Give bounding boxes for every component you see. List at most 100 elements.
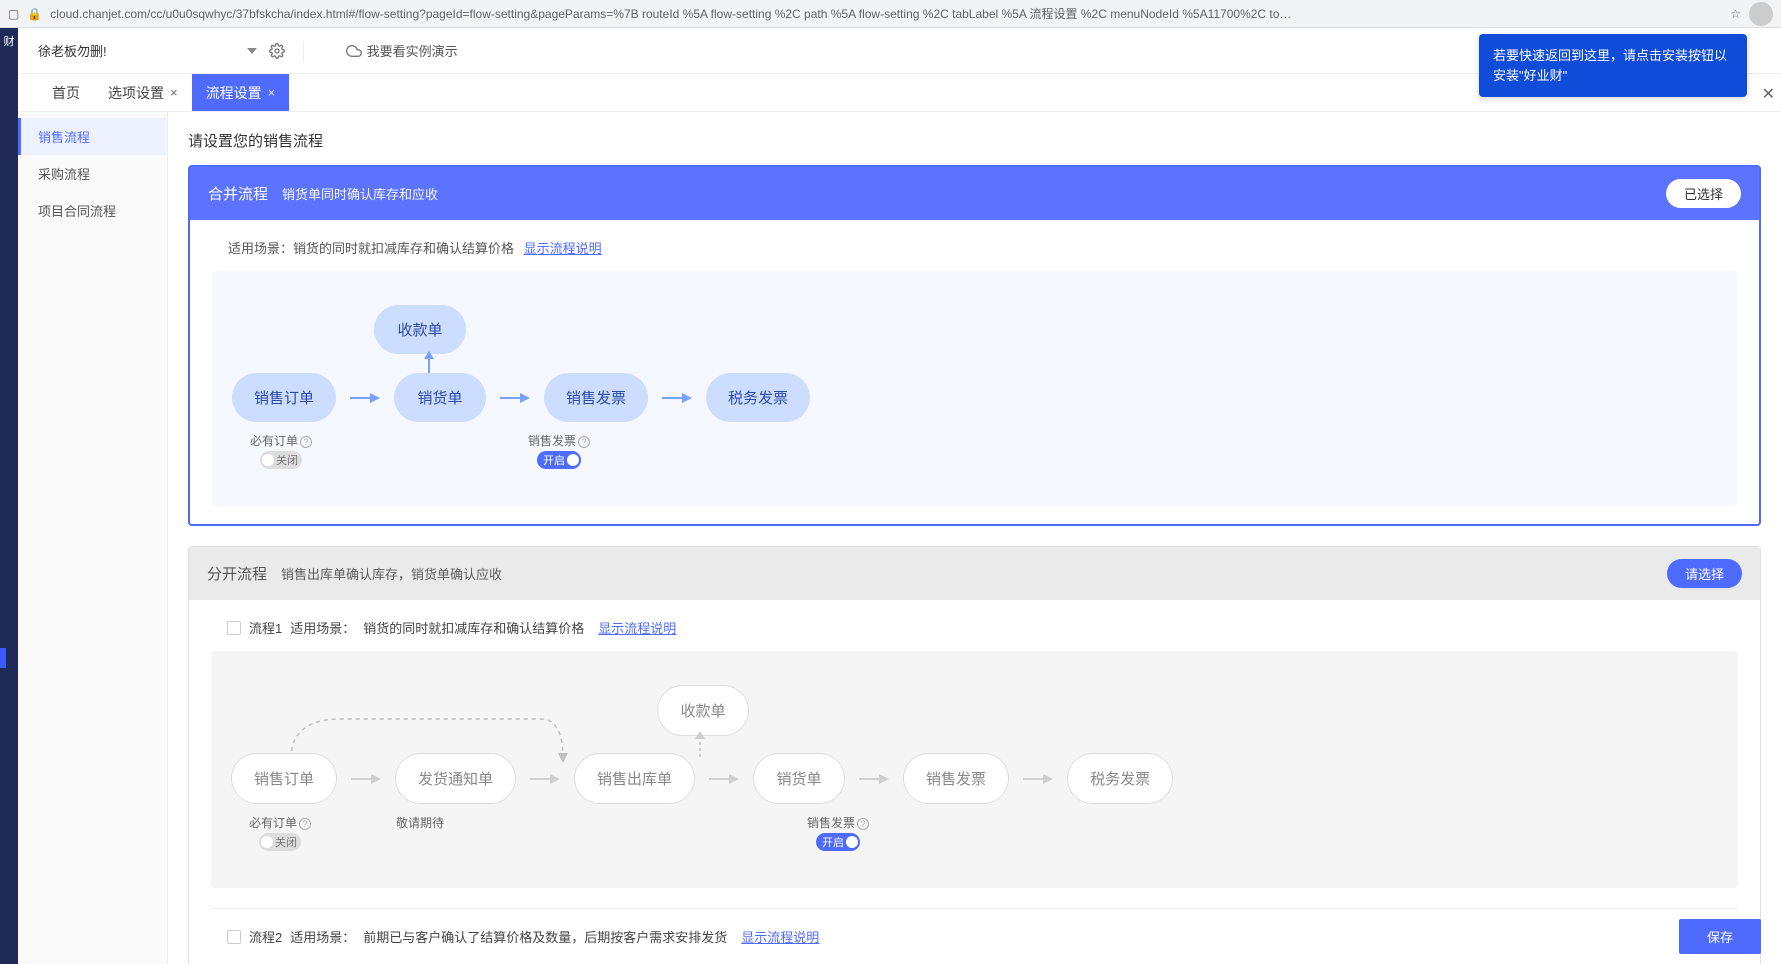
opt-label: 必有订单 xyxy=(250,434,298,448)
tooltip-text: 若要快速返回到这里，请点击安装按钮以安装"好业财" xyxy=(1493,48,1727,83)
flow-node-delivery: 销货单 xyxy=(394,373,486,422)
tab-home[interactable]: 首页 xyxy=(38,74,94,111)
arrow-right-icon xyxy=(350,391,380,405)
sidebar-item-sales-flow[interactable]: 销售流程 xyxy=(18,118,167,155)
org-name: 徐老板勿删! xyxy=(38,41,107,60)
opt-label: 必有订单 xyxy=(249,816,297,830)
tab-flow-settings[interactable]: 流程设置 × xyxy=(192,74,290,111)
sidebar-item-purchase-flow[interactable]: 采购流程 xyxy=(18,155,167,192)
show-detail-link[interactable]: 显示流程说明 xyxy=(741,927,819,946)
flow-title: 分开流程 xyxy=(207,563,267,584)
top-header: 徐老板勿删! 我要看实例演示 若要快速返回到这里，请点击安装按钮以安装"好业财"… xyxy=(18,28,1781,74)
app-left-rail: 财 xyxy=(0,28,18,964)
flow-node-opts: 必有订单? 关闭 销售发票? 开启 xyxy=(232,432,1717,472)
flow2-checkbox[interactable] xyxy=(227,930,241,944)
cloud-icon xyxy=(346,43,362,59)
help-icon[interactable]: ? xyxy=(857,818,869,830)
rail-brand: 财 xyxy=(0,33,18,49)
selected-badge[interactable]: 已选择 xyxy=(1666,179,1741,208)
node-opt-must-order: 必有订单? 关闭 xyxy=(250,432,312,469)
flow-node-receipt: 收款单 xyxy=(374,305,466,354)
profile-avatar[interactable] xyxy=(1749,2,1773,26)
flow-title: 合并流程 xyxy=(208,183,268,204)
sidebar-item-label: 销售流程 xyxy=(38,130,90,145)
flow-node-receipt: 收款单 xyxy=(657,685,749,736)
flow-node-sales-invoice: 销售发票 xyxy=(903,753,1009,804)
chevron-down-icon xyxy=(247,48,257,54)
flow-node-delivery: 销货单 xyxy=(753,753,845,804)
flow-node-sales-invoice: 销售发票 xyxy=(544,373,648,422)
tab-option-settings[interactable]: 选项设置 × xyxy=(94,74,192,111)
arrow-right-icon xyxy=(500,391,530,405)
flow-row: 销售订单 销货单 销售发票 税务发票 xyxy=(232,373,1717,422)
flow1-row: 流程1 适用场景：销货的同时就扣减库存和确认结算价格 显示流程说明 xyxy=(227,618,1738,637)
select-button[interactable]: 请选择 xyxy=(1667,559,1742,588)
gear-icon[interactable] xyxy=(269,43,285,59)
browser-url-bar: ▢ 🔒 cloud.chanjet.com/cc/u0u0sqwhyc/37bf… xyxy=(0,0,1781,28)
node-opt-must-order: 必有订单? 关闭 xyxy=(249,814,311,851)
merged-flow-body: 适用场景：销货的同时就扣减库存和确认结算价格 显示流程说明 收款单 销售订单 xyxy=(190,220,1759,524)
merged-flow-card: 合并流程 销货单同时确认库存和应收 已选择 适用场景：销货的同时就扣减库存和确认… xyxy=(188,165,1761,526)
install-tooltip: 若要快速返回到这里，请点击安装按钮以安装"好业财" xyxy=(1479,34,1747,97)
show-detail-link[interactable]: 显示流程说明 xyxy=(598,618,676,637)
demo-link[interactable]: 我要看实例演示 xyxy=(346,41,458,60)
flow-sidebar: 销售流程 采购流程 项目合同流程 xyxy=(18,112,168,964)
toggle-must-order[interactable]: 关闭 xyxy=(259,833,301,851)
split-flow-body: 流程1 适用场景：销货的同时就扣减库存和确认结算价格 显示流程说明 收款单 xyxy=(189,600,1760,964)
flow1-name: 流程1 xyxy=(249,618,282,637)
help-icon[interactable]: ? xyxy=(578,436,590,448)
flow1-checkbox[interactable] xyxy=(227,621,241,635)
merged-flow-diagram: 收款单 销售订单 销货单 销售发票 税务发票 xyxy=(212,271,1737,506)
flow-subtitle: 销货单同时确认库存和应收 xyxy=(282,184,438,203)
flow2-name: 流程2 xyxy=(249,927,282,946)
arrow-right-icon xyxy=(709,772,739,786)
toggle-sales-invoice[interactable]: 开启 xyxy=(537,451,581,469)
lock-icon: ▢ xyxy=(8,7,19,21)
opt-label: 销售发票 xyxy=(528,434,576,448)
toggle-text: 开启 xyxy=(543,452,565,468)
content-layout: 销售流程 采购流程 项目合同流程 请设置您的销售流程 合并流程 销货单同时确认库… xyxy=(18,112,1781,964)
toggle-text: 关闭 xyxy=(275,834,297,850)
flow-subtitle: 销售出库单确认库存，销货单确认应收 xyxy=(281,564,502,583)
node-opt-coming-soon: 敬请期待 xyxy=(396,814,444,831)
close-tab-icon[interactable]: × xyxy=(170,85,178,100)
split-flow-diagram-1: 收款单 销售订单 发货通知单 销售出库单 销货 xyxy=(211,651,1738,888)
org-selector[interactable]: 徐老板勿删! xyxy=(38,41,257,60)
flow-node-tax-invoice: 税务发票 xyxy=(706,373,810,422)
scenario-label: 适用场景： xyxy=(228,241,293,256)
rail-highlight xyxy=(0,648,6,668)
sidebar-item-project-flow[interactable]: 项目合同流程 xyxy=(18,192,167,229)
flow-node-opts: 必有订单? 关闭 敬请期待 销售发票? 开启 xyxy=(231,814,1718,854)
help-icon[interactable]: ? xyxy=(299,818,311,830)
divider xyxy=(211,908,1738,909)
sidebar-item-label: 项目合同流程 xyxy=(38,204,116,219)
scenario-text: 销货的同时就扣减库存和确认结算价格 xyxy=(293,241,514,256)
flow-node-ship-notice: 发货通知单 xyxy=(395,753,516,804)
tab-label: 流程设置 xyxy=(206,83,262,103)
opt-label: 销售发票 xyxy=(807,816,855,830)
close-tab-icon[interactable]: × xyxy=(268,85,276,100)
tab-label: 选项设置 xyxy=(108,83,164,103)
node-opt-sales-invoice: 销售发票? 开启 xyxy=(807,814,869,851)
flow-node-tax-invoice: 税务发票 xyxy=(1067,753,1173,804)
arrow-up-icon xyxy=(422,351,436,373)
toggle-text: 关闭 xyxy=(276,452,298,468)
toggle-must-order[interactable]: 关闭 xyxy=(260,451,302,469)
close-icon[interactable]: ✕ xyxy=(1762,84,1775,104)
bookmark-star-icon[interactable]: ☆ xyxy=(1730,7,1741,21)
show-detail-link[interactable]: 显示流程说明 xyxy=(524,241,602,256)
merged-flow-header: 合并流程 销货单同时确认库存和应收 已选择 xyxy=(190,167,1759,220)
flow2-row: 流程2 适用场景： 前期已与客户确认了结算价格及数量，后期按客户需求安排发货 显示… xyxy=(227,927,1738,946)
footer-actions: 保存 xyxy=(1679,919,1761,954)
toggle-sales-invoice[interactable]: 开启 xyxy=(816,833,860,851)
arrow-right-icon xyxy=(351,772,381,786)
help-icon[interactable]: ? xyxy=(300,436,312,448)
main-panel: 请设置您的销售流程 合并流程 销货单同时确认库存和应收 已选择 适用场景：销货的… xyxy=(168,112,1781,964)
arrow-right-icon xyxy=(662,391,692,405)
split-flow-card: 分开流程 销售出库单确认库存，销货单确认应收 请选择 流程1 适用场景：销货的同… xyxy=(188,546,1761,964)
scenario-label: 适用场景： xyxy=(290,927,355,946)
scenario-text: 前期已与客户确认了结算价格及数量，后期按客户需求安排发货 xyxy=(363,927,727,946)
toggle-text: 开启 xyxy=(822,834,844,850)
split-flow-header: 分开流程 销售出库单确认库存，销货单确认应收 请选择 xyxy=(189,547,1760,600)
save-button[interactable]: 保存 xyxy=(1679,919,1761,954)
